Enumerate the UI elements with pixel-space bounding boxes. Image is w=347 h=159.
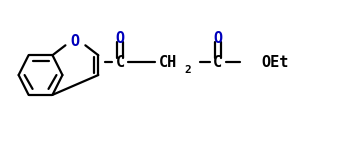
- Text: CH: CH: [159, 55, 177, 70]
- Text: C: C: [116, 55, 125, 70]
- Text: O: O: [71, 34, 80, 49]
- Text: 2: 2: [185, 65, 191, 75]
- Text: OEt: OEt: [262, 55, 289, 70]
- Text: O: O: [213, 31, 222, 46]
- Text: C: C: [213, 55, 222, 70]
- Text: O: O: [116, 31, 125, 46]
